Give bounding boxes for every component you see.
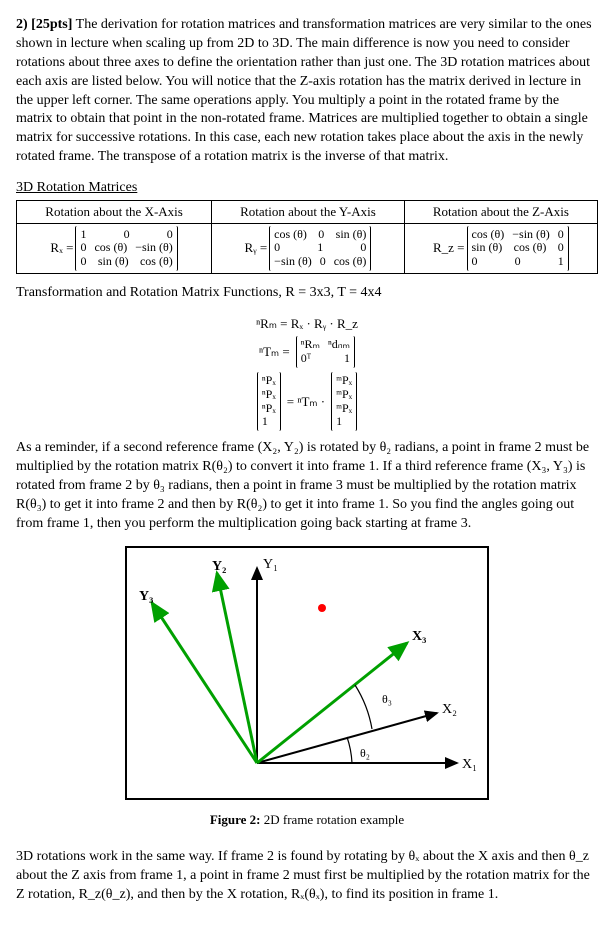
svg-text:Y₁: Y₁ (263, 557, 278, 572)
problem-intro: 2) [25pts] The derivation for rotation m… (16, 16, 598, 167)
rz-label: R_z = (433, 239, 465, 257)
ry-cell: Rᵧ = cos (θ)0sin (θ)010−sin (θ)0cos (θ) (212, 223, 405, 273)
pt-left-matrix: ⁿPₓⁿPₓⁿPₓ1 (257, 372, 281, 431)
col-header-y: Rotation about the Y-Axis (212, 201, 405, 224)
table-row: Rotation about the X-Axis Rotation about… (17, 201, 598, 224)
figure-wrap: X₁ Y₁ X₂ θ₂ Y₂ X₃ θ₃ Y₃ Figure 2: 2D frame rota… (16, 546, 598, 828)
svg-text:θ₂: θ₂ (360, 746, 370, 760)
eq-rm: ⁿRₘ = Rₓ · Rᵧ · R_z (16, 315, 598, 333)
rz-matrix: cos (θ)−sin (θ)0sin (θ)cos (θ)0001 (467, 226, 569, 271)
rotation-table: Rotation about the X-Axis Rotation about… (16, 200, 598, 274)
svg-text:Y₂: Y₂ (212, 559, 226, 574)
rotation-section-title: 3D Rotation Matrices (16, 179, 598, 198)
svg-text:X₁: X₁ (462, 757, 477, 772)
col-header-x: Rotation about the X-Axis (17, 201, 212, 224)
figure-caption-rest: 2D frame rotation example (261, 812, 405, 827)
svg-text:θ₃: θ₃ (382, 692, 392, 706)
tm-matrix: ⁿRₘⁿdₙₘ0ᵀ1 (296, 336, 355, 368)
reminder-text: As a reminder, if a second reference fra… (16, 439, 598, 533)
equations-block: ⁿRₘ = Rₓ · Rᵧ · R_z ⁿTₘ = ⁿRₘⁿdₙₘ0ᵀ1 ⁿPₓ… (16, 315, 598, 431)
col-header-z: Rotation about the Z-Axis (404, 201, 597, 224)
figure-caption: Figure 2: 2D frame rotation example (16, 811, 598, 829)
eq-tm: ⁿTₘ = ⁿRₘⁿdₙₘ0ᵀ1 (16, 336, 598, 368)
rx-label: Rₓ = (50, 239, 73, 257)
bottom-text: 3D rotations work in the same way. If fr… (16, 848, 598, 905)
svg-text:Y₃: Y₃ (139, 589, 153, 604)
pt-right-matrix: ᵐPₓᵐPₓᵐPₓ1 (331, 372, 357, 431)
eq-rm-text: ⁿRₘ = Rₓ · Rᵧ · R_z (256, 315, 358, 333)
rz-cell: R_z = cos (θ)−sin (θ)0sin (θ)cos (θ)0001 (404, 223, 597, 273)
figure-caption-bold: Figure 2: (210, 812, 261, 827)
svg-text:X₂: X₂ (442, 702, 457, 717)
transform-heading: Transformation and Rotation Matrix Funct… (16, 284, 598, 303)
problem-label: 2) [25pts] (16, 17, 72, 32)
figure-svg: X₁ Y₁ X₂ θ₂ Y₂ X₃ θ₃ Y₃ (125, 546, 489, 800)
svg-text:X₃: X₃ (412, 629, 426, 644)
table-row: Rₓ = 1000cos (θ)−sin (θ)0sin (θ)cos (θ) … (17, 223, 598, 273)
ry-matrix: cos (θ)0sin (θ)010−sin (θ)0cos (θ) (269, 226, 371, 271)
pt-eq: = ⁿTₘ · (287, 393, 325, 411)
eq-point: ⁿPₓⁿPₓⁿPₓ1 = ⁿTₘ · ᵐPₓᵐPₓᵐPₓ1 (16, 372, 598, 431)
ry-label: Rᵧ = (244, 239, 267, 257)
rx-matrix: 1000cos (θ)−sin (θ)0sin (θ)cos (θ) (75, 226, 177, 271)
rx-cell: Rₓ = 1000cos (θ)−sin (θ)0sin (θ)cos (θ) (17, 223, 212, 273)
intro-text: The derivation for rotation matrices and… (16, 17, 592, 164)
eq-tm-label: ⁿTₘ = (259, 343, 290, 361)
